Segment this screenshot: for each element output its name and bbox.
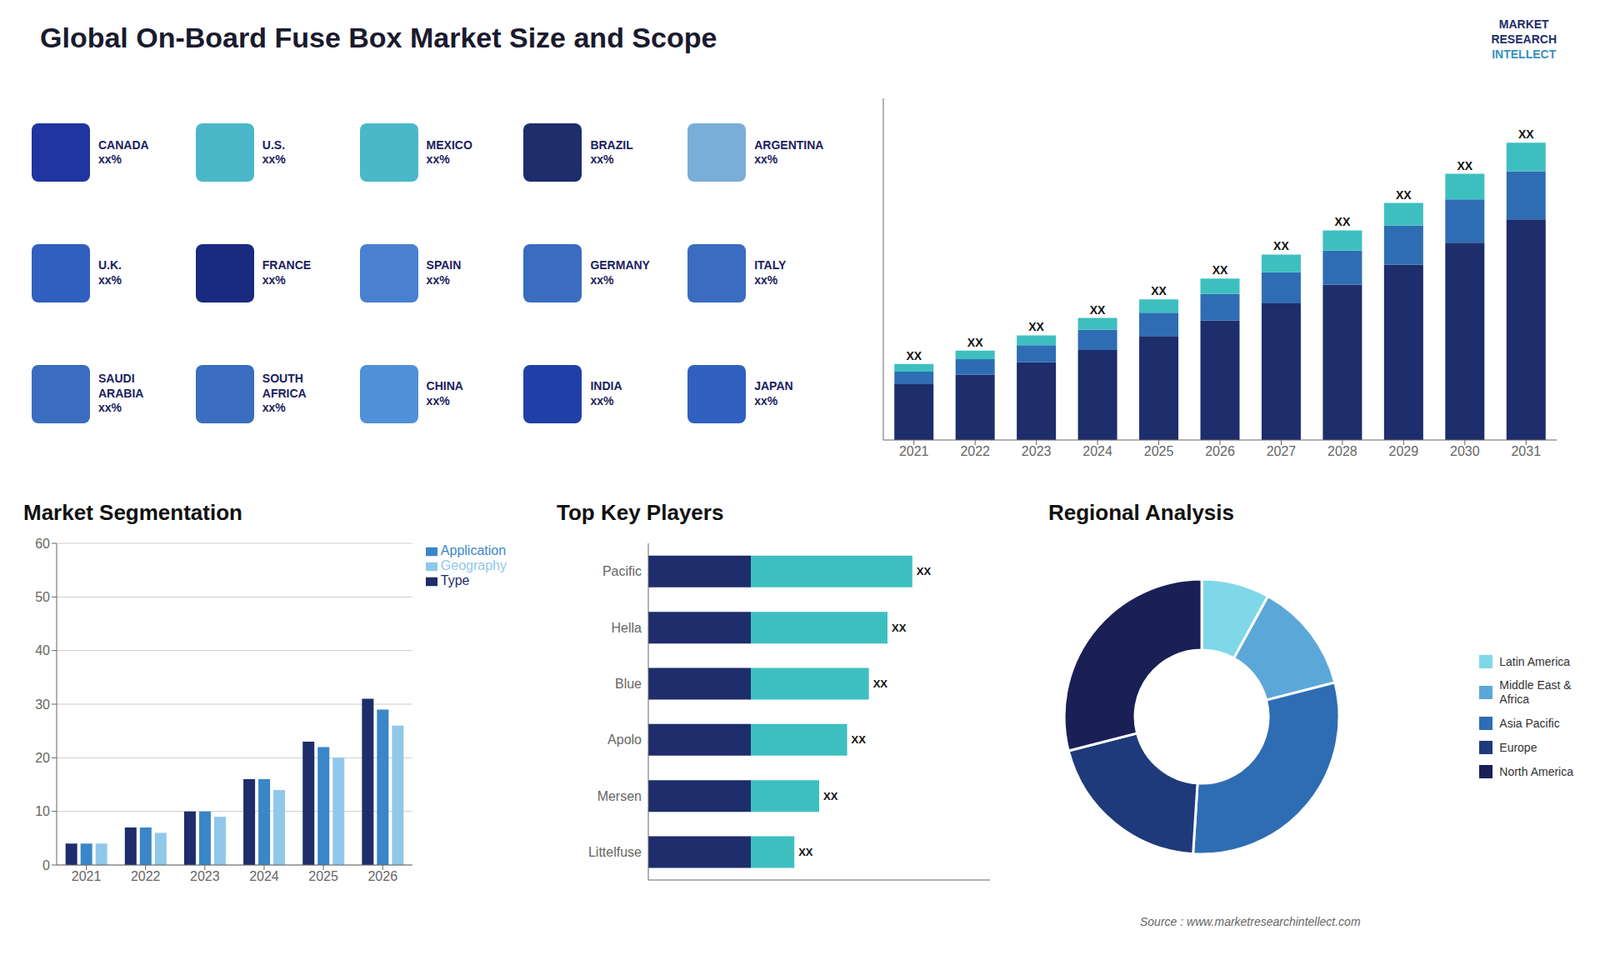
- svg-text:XX: XX: [823, 790, 839, 803]
- html-text:INTELLECT: INTELLECT: [1491, 47, 1556, 61]
- svg-text:2028: 2028: [1327, 444, 1358, 459]
- html-text:Geography: Geography: [440, 558, 507, 573]
- svg-text:30: 30: [35, 697, 50, 712]
- svg-text:XX: XX: [1212, 263, 1229, 277]
- svg-text:XX: XX: [873, 677, 889, 690]
- html-text:MEXICO xx%: MEXICO xx%: [426, 138, 473, 167]
- svg-text:XX: XX: [891, 621, 907, 635]
- svg-text:XX: XX: [967, 335, 984, 350]
- html-text:Europe: Europe: [1499, 740, 1538, 754]
- svg-text:20: 20: [35, 750, 50, 765]
- svg-text:2030: 2030: [1450, 444, 1480, 459]
- svg-text:60: 60: [35, 536, 50, 551]
- html-text:Top Key Players: Top Key Players: [556, 500, 724, 525]
- svg-text:Mersen: Mersen: [597, 789, 642, 804]
- svg-text:2025: 2025: [1144, 444, 1175, 459]
- svg-text:XX: XX: [798, 845, 814, 859]
- svg-text:2021: 2021: [899, 444, 930, 459]
- svg-text:XX: XX: [1456, 159, 1473, 173]
- html-text:JAPAN xx%: JAPAN xx%: [754, 379, 793, 408]
- svg-text:XX: XX: [851, 733, 867, 746]
- html-text:Latin America: Latin America: [1499, 654, 1571, 668]
- svg-text:2021: 2021: [71, 869, 102, 884]
- html-text:INDIA xx%: INDIA xx%: [590, 379, 623, 408]
- html-text:Asia Pacific: Asia Pacific: [1499, 716, 1560, 730]
- svg-text:Hella: Hella: [611, 620, 643, 635]
- svg-text:2023: 2023: [1021, 444, 1052, 459]
- svg-text:2027: 2027: [1266, 444, 1297, 459]
- svg-text:10: 10: [35, 804, 50, 819]
- svg-text:2023: 2023: [190, 869, 220, 884]
- html-text:Application: Application: [440, 543, 506, 558]
- svg-text:40: 40: [35, 643, 50, 658]
- svg-text:2024: 2024: [249, 869, 280, 884]
- svg-text:2026: 2026: [367, 869, 398, 884]
- svg-text:Blue: Blue: [615, 676, 642, 691]
- svg-text:XX: XX: [1150, 284, 1167, 298]
- svg-text:XX: XX: [1028, 320, 1045, 334]
- html-text:Middle East & Africa: Middle East & Africa: [1499, 678, 1572, 706]
- html-text:BRAZIL xx%: BRAZIL xx%: [590, 138, 634, 167]
- html-text:MARKET: MARKET: [1499, 17, 1549, 31]
- html-text:RESEARCH: RESEARCH: [1491, 32, 1557, 46]
- svg-text:Apolo: Apolo: [607, 732, 642, 747]
- html-text:ITALY xx%: ITALY xx%: [754, 258, 787, 287]
- svg-text:XX: XX: [1090, 303, 1106, 317]
- html-text:Global On-Board Fuse Box Marke: Global On-Board Fuse Box Market Size and…: [40, 21, 717, 54]
- html-text:Type: Type: [440, 573, 470, 588]
- svg-text:Littelfuse: Littelfuse: [588, 845, 642, 860]
- html-text:ARGENTINA xx%: ARGENTINA xx%: [754, 138, 824, 167]
- svg-text:XX: XX: [916, 565, 932, 578]
- svg-text:XX: XX: [1395, 188, 1412, 202]
- html-text:North America: North America: [1499, 764, 1574, 778]
- html-text:Market Segmentation: Market Segmentation: [23, 500, 243, 525]
- svg-text:2025: 2025: [308, 869, 339, 884]
- html-text:GERMANY xx%: GERMANY xx%: [590, 258, 650, 287]
- html-text:Source : www.marketresearchint: Source : www.marketresearchintellect.com: [1140, 915, 1361, 929]
- svg-text:2022: 2022: [130, 869, 161, 884]
- svg-text:Pacific: Pacific: [602, 564, 642, 579]
- svg-text:XX: XX: [1273, 239, 1290, 253]
- svg-text:2024: 2024: [1082, 444, 1113, 459]
- html-text:CHINA xx%: CHINA xx%: [426, 379, 464, 408]
- svg-text:2029: 2029: [1389, 444, 1420, 459]
- svg-text:XX: XX: [905, 349, 922, 363]
- svg-text:2022: 2022: [960, 444, 990, 459]
- html-text:CANADA xx%: CANADA xx%: [98, 138, 149, 167]
- svg-text:50: 50: [35, 590, 50, 605]
- svg-text:2031: 2031: [1510, 444, 1541, 459]
- html-text:Regional Analysis: Regional Analysis: [1048, 500, 1235, 525]
- html-text:FRANCE xx%: FRANCE xx%: [262, 258, 311, 287]
- html-text:SAUDI ARABIA xx%: SAUDI ARABIA xx%: [98, 372, 144, 415]
- html-text:U.K. xx%: U.K. xx%: [98, 258, 122, 287]
- svg-text:2026: 2026: [1205, 444, 1235, 459]
- html-text:SPAIN xx%: SPAIN xx%: [426, 258, 462, 287]
- svg-text:0: 0: [42, 858, 50, 873]
- html-text:U.S. xx%: U.S. xx%: [262, 138, 286, 167]
- svg-text:XX: XX: [1335, 215, 1351, 229]
- svg-text:XX: XX: [1518, 127, 1535, 141]
- html-text:SOUTH AFRICA xx%: SOUTH AFRICA xx%: [262, 372, 307, 415]
